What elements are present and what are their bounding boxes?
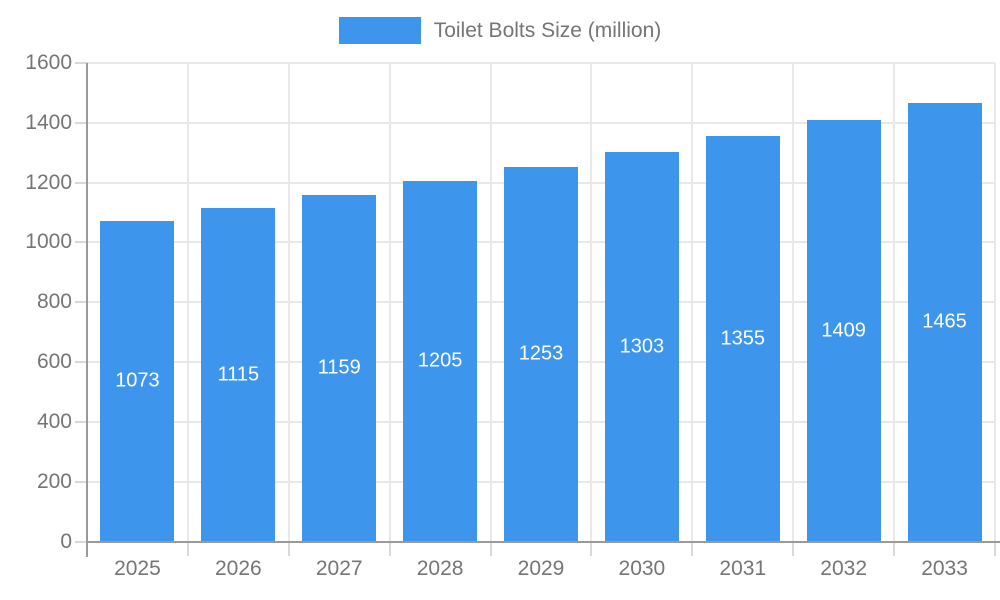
y-axis-tick-label: 400 bbox=[36, 409, 72, 433]
bar-2029[interactable] bbox=[504, 166, 578, 542]
y-axis-tick-label: 0 bbox=[60, 529, 72, 553]
y-axis-tick-label: 800 bbox=[36, 290, 72, 314]
x-axis-tick bbox=[792, 540, 795, 556]
y-axis-tick-label: 600 bbox=[36, 350, 72, 374]
x-gridline bbox=[388, 63, 391, 542]
y-gridline bbox=[87, 62, 995, 64]
bar-2026[interactable] bbox=[201, 208, 276, 542]
x-axis-line bbox=[86, 540, 1000, 543]
x-axis-tick bbox=[186, 540, 189, 556]
x-axis-tick-label: 2029 bbox=[517, 557, 565, 580]
x-gridline bbox=[590, 63, 593, 542]
y-axis-tick bbox=[75, 361, 87, 364]
bar-2027[interactable] bbox=[302, 194, 377, 542]
y-axis-tick-label: 1400 bbox=[25, 110, 72, 134]
bar-2031[interactable] bbox=[705, 136, 780, 542]
y-axis-tick bbox=[75, 301, 87, 304]
y-axis-tick bbox=[75, 121, 87, 124]
bar-value-label: 1409 bbox=[821, 319, 866, 342]
x-gridline bbox=[287, 63, 290, 542]
x-axis-tick bbox=[994, 540, 996, 556]
bar-2032[interactable] bbox=[806, 120, 881, 542]
y-axis-line bbox=[86, 63, 88, 557]
y-axis-tick-label: 200 bbox=[36, 469, 72, 493]
x-axis-tick-label: 2032 bbox=[820, 557, 868, 580]
legend[interactable]: Toilet Bolts Size (million) bbox=[0, 17, 1000, 44]
x-axis-tick-label: 2025 bbox=[114, 557, 161, 580]
bar-2033[interactable] bbox=[907, 103, 982, 542]
x-axis-tick-label: 2027 bbox=[315, 557, 363, 580]
y-axis-tick-label: 1600 bbox=[25, 51, 72, 74]
y-axis-tick-label: 1000 bbox=[25, 230, 72, 254]
x-axis-tick bbox=[287, 540, 290, 556]
bar-value-label: 1115 bbox=[217, 363, 260, 386]
x-gridline bbox=[186, 63, 189, 542]
x-axis-tick bbox=[590, 540, 593, 556]
x-gridline bbox=[893, 63, 896, 542]
bar-value-label: 1159 bbox=[317, 356, 361, 379]
bar-2028[interactable] bbox=[403, 181, 478, 542]
legend-label: Toilet Bolts Size (million) bbox=[433, 18, 662, 42]
bar-value-label: 1465 bbox=[922, 310, 967, 333]
x-axis-tick bbox=[893, 540, 896, 556]
bar-value-label: 1303 bbox=[619, 335, 665, 358]
x-axis-tick-label: 2026 bbox=[214, 557, 262, 580]
legend-swatch bbox=[338, 17, 421, 44]
y-axis-tick bbox=[75, 420, 87, 423]
bar-2025[interactable] bbox=[100, 220, 175, 542]
y-axis-tick bbox=[75, 540, 87, 543]
bar-2030[interactable] bbox=[604, 151, 679, 542]
x-axis-tick-label: 2030 bbox=[618, 557, 666, 580]
bar-value-label: 1073 bbox=[115, 369, 160, 392]
y-axis-tick-label: 1200 bbox=[25, 170, 72, 194]
x-axis-tick bbox=[489, 540, 492, 556]
bar-value-label: 1355 bbox=[720, 327, 766, 350]
bar-value-label: 1253 bbox=[518, 342, 564, 365]
y-gridline bbox=[87, 121, 995, 124]
y-axis-tick bbox=[75, 181, 87, 184]
x-axis-tick-label: 2031 bbox=[719, 557, 767, 580]
x-gridline bbox=[489, 63, 492, 542]
x-axis-tick bbox=[388, 540, 391, 556]
x-gridline bbox=[691, 63, 694, 542]
x-axis-tick-label: 2033 bbox=[921, 557, 968, 580]
x-axis-tick-label: 2028 bbox=[416, 557, 464, 580]
x-gridline bbox=[994, 63, 996, 542]
x-axis-tick bbox=[691, 540, 694, 556]
y-axis-tick bbox=[75, 241, 87, 244]
bar-value-label: 1205 bbox=[417, 349, 463, 372]
y-axis-tick bbox=[75, 480, 87, 483]
y-axis-tick bbox=[75, 62, 87, 64]
x-gridline bbox=[792, 63, 795, 542]
